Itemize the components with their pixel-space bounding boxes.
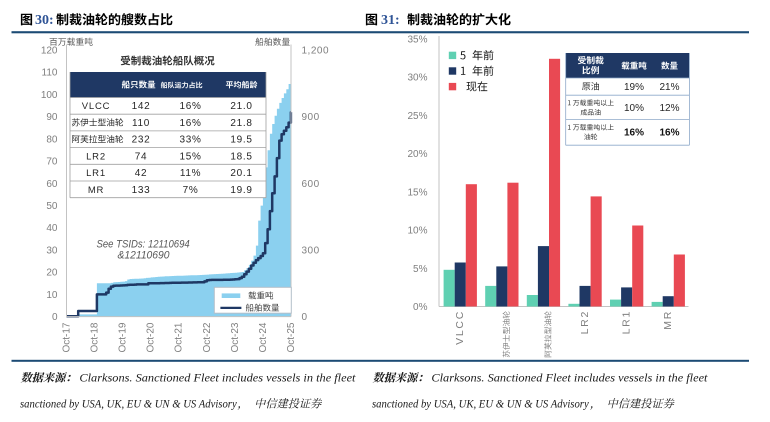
svg-text:110: 110: [42, 68, 58, 79]
svg-text:VLCC: VLCC: [454, 310, 466, 345]
svg-text:Oct-24: Oct-24: [258, 322, 269, 352]
svg-text:LR1: LR1: [86, 168, 106, 179]
svg-text:16%: 16%: [659, 127, 679, 138]
svg-text:25%: 25%: [407, 111, 427, 122]
svg-text:sanctioned by USA, UK, EU & UN: sanctioned by USA, UK, EU & UN & US Advi…: [20, 397, 237, 411]
svg-text:Oct-25: Oct-25: [286, 322, 297, 352]
svg-text:50: 50: [46, 201, 58, 212]
svg-text:70: 70: [46, 157, 58, 168]
svg-text:30: 30: [46, 246, 58, 257]
svg-text:30%: 30%: [407, 73, 427, 84]
svg-text:19.9: 19.9: [230, 185, 252, 196]
svg-text:21%: 21%: [659, 82, 679, 93]
svg-text:11%: 11%: [180, 168, 201, 179]
svg-text:0: 0: [52, 312, 58, 323]
svg-text:31:: 31:: [381, 13, 400, 28]
svg-text:Clarksons. Sanctioned Fleet in: Clarksons. Sanctioned Fleet includes ves…: [431, 371, 708, 385]
svg-text:10%: 10%: [407, 226, 427, 237]
svg-text:10%: 10%: [624, 103, 644, 114]
svg-text:Oct-17: Oct-17: [62, 322, 73, 352]
svg-text:90: 90: [46, 112, 58, 123]
svg-text:100: 100: [41, 90, 58, 101]
svg-text:See TSIDs: 12110694: See TSIDs: 12110694: [97, 239, 190, 251]
svg-text:19%: 19%: [624, 82, 644, 93]
svg-text:MR: MR: [88, 185, 104, 196]
svg-text:42: 42: [135, 168, 148, 179]
svg-text:16%: 16%: [179, 101, 201, 112]
svg-text:15%: 15%: [179, 151, 201, 162]
svg-text:60: 60: [46, 179, 58, 190]
svg-text:74: 74: [135, 151, 148, 162]
svg-text:Oct-23: Oct-23: [230, 322, 241, 352]
svg-text:40: 40: [46, 223, 58, 234]
svg-text:&12110690: &12110690: [118, 249, 171, 261]
svg-text:133: 133: [132, 185, 151, 196]
svg-text:1,200: 1,200: [302, 46, 330, 57]
svg-text:142: 142: [132, 101, 151, 112]
svg-text:21.8: 21.8: [230, 118, 252, 129]
svg-text:20.1: 20.1: [230, 168, 252, 179]
svg-text:Oct-22: Oct-22: [202, 322, 213, 352]
svg-text:Clarksons. Sanctioned Fleet in: Clarksons. Sanctioned Fleet includes ves…: [79, 371, 356, 385]
svg-text:20: 20: [46, 268, 58, 279]
svg-text:120: 120: [41, 46, 58, 57]
svg-text:80: 80: [46, 134, 58, 145]
svg-text:20%: 20%: [407, 149, 427, 160]
svg-text:30:: 30:: [35, 13, 54, 28]
svg-text:16%: 16%: [179, 118, 201, 129]
svg-text:19.5: 19.5: [230, 135, 252, 146]
svg-text:7%: 7%: [183, 185, 199, 196]
svg-text:35%: 35%: [407, 34, 427, 45]
svg-text:sanctioned by USA, UK, EU & UN: sanctioned by USA, UK, EU & UN & US Advi…: [372, 397, 589, 411]
svg-text:Oct-20: Oct-20: [146, 322, 157, 352]
svg-text:10: 10: [46, 290, 58, 301]
svg-text:18.5: 18.5: [230, 151, 252, 162]
svg-text:15%: 15%: [407, 187, 427, 198]
svg-text:Oct-21: Oct-21: [174, 322, 185, 352]
svg-text:0: 0: [302, 312, 308, 323]
svg-text:LR1: LR1: [621, 310, 633, 334]
svg-text:16%: 16%: [624, 127, 644, 138]
svg-text:21.0: 21.0: [230, 101, 252, 112]
svg-text:0%: 0%: [413, 302, 428, 313]
svg-text:12%: 12%: [659, 103, 679, 114]
svg-text:LR2: LR2: [579, 310, 591, 334]
svg-text:Oct-18: Oct-18: [90, 322, 101, 352]
svg-text:232: 232: [132, 135, 151, 146]
svg-text:Oct-19: Oct-19: [118, 322, 129, 352]
svg-text:110: 110: [132, 118, 150, 129]
svg-text:600: 600: [302, 179, 320, 190]
svg-text:900: 900: [302, 112, 320, 123]
svg-text:5%: 5%: [413, 264, 428, 275]
svg-text:MR: MR: [662, 310, 674, 330]
svg-text:LR2: LR2: [86, 151, 106, 162]
svg-text:33%: 33%: [179, 135, 201, 146]
svg-text:300: 300: [302, 246, 320, 257]
svg-text:VLCC: VLCC: [82, 101, 111, 112]
